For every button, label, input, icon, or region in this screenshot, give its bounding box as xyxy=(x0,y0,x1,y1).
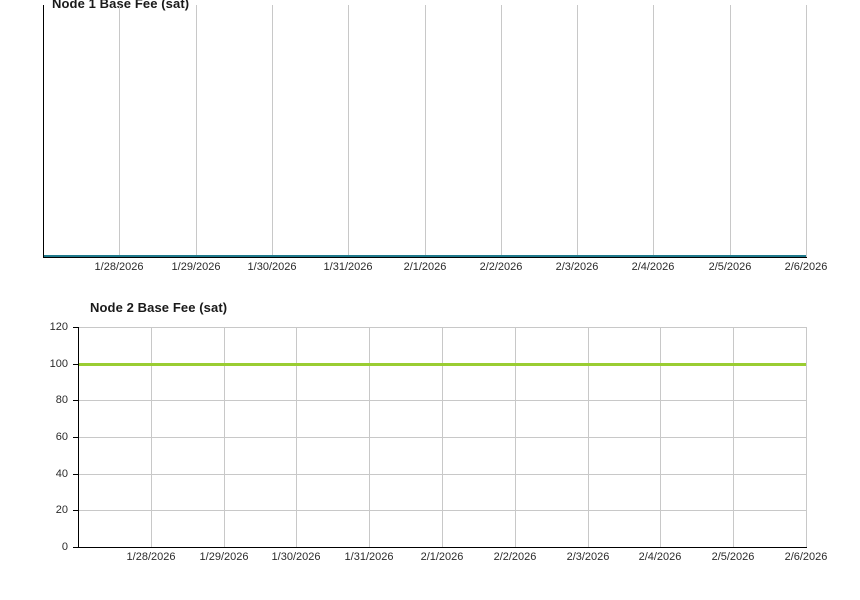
gridline-vertical xyxy=(806,327,807,547)
x-tick-label: 2/4/2026 xyxy=(631,261,675,273)
plot-area-node2 xyxy=(78,327,807,547)
x-tick-label: 2/2/2026 xyxy=(493,551,537,563)
gridline-vertical xyxy=(348,5,349,257)
x-tick-label: 1/29/2026 xyxy=(171,261,221,273)
x-tick-label: 1/31/2026 xyxy=(344,551,394,563)
chart-title-node2: Node 2 Base Fee (sat) xyxy=(90,300,228,315)
x-tick-label: 1/30/2026 xyxy=(247,261,297,273)
plot-area-node1 xyxy=(43,5,807,257)
x-tick-label: 1/28/2026 xyxy=(94,261,144,273)
x-tick-label: 2/6/2026 xyxy=(784,551,828,563)
y-tick-mark xyxy=(73,400,78,401)
y-tick-label: 40 xyxy=(55,468,68,480)
y-tick-mark xyxy=(73,547,78,548)
x-tick-label: 2/3/2026 xyxy=(555,261,599,273)
x-tick-label: 2/1/2026 xyxy=(420,551,464,563)
x-tick-label: 2/3/2026 xyxy=(566,551,610,563)
x-tick-label: 2/2/2026 xyxy=(479,261,523,273)
x-tick-label: 1/30/2026 xyxy=(271,551,321,563)
series-line-node2 xyxy=(78,363,806,366)
series-line-node1 xyxy=(43,255,806,257)
y-tick-mark xyxy=(73,510,78,511)
y-tick-mark xyxy=(73,327,78,328)
gridline-vertical xyxy=(272,5,273,257)
y-tick-label: 60 xyxy=(55,431,68,443)
gridline-horizontal xyxy=(78,474,806,475)
gridline-vertical xyxy=(730,5,731,257)
y-tick-mark xyxy=(73,474,78,475)
gridline-horizontal xyxy=(78,510,806,511)
x-tick-label: 1/31/2026 xyxy=(323,261,373,273)
gridline-vertical xyxy=(806,5,807,257)
x-tick-label: 1/29/2026 xyxy=(199,551,249,563)
gridline-vertical xyxy=(196,5,197,257)
x-tick-label: 2/1/2026 xyxy=(403,261,447,273)
y-tick-label: 20 xyxy=(55,504,68,516)
y-tick-label: 120 xyxy=(49,321,68,333)
y-tick-mark xyxy=(73,437,78,438)
x-tick-label: 2/4/2026 xyxy=(638,551,682,563)
gridline-vertical xyxy=(653,5,654,257)
chart-title-node1: Node 1 Base Fee (sat) xyxy=(52,0,190,11)
gridline-vertical xyxy=(577,5,578,257)
chart-panel-node1: Node 1 Base Fee (sat) 1/28/2026 1/29/2026… xyxy=(0,0,860,290)
x-axis-line-node1 xyxy=(43,257,807,258)
gridline-horizontal xyxy=(78,400,806,401)
y-tick-label: 0 xyxy=(61,541,68,553)
x-tick-label: 2/5/2026 xyxy=(711,551,755,563)
gridline-horizontal xyxy=(78,327,806,328)
y-tick-label: 80 xyxy=(55,394,68,406)
gridline-vertical xyxy=(501,5,502,257)
x-tick-label: 1/28/2026 xyxy=(126,551,176,563)
y-tick-label: 100 xyxy=(49,358,68,370)
gridline-vertical xyxy=(119,5,120,257)
chart-panel-node2: Node 2 Base Fee (sat) 0 20 40 60 80 100 120 1/… xyxy=(0,290,860,600)
y-tick-mark xyxy=(73,364,78,365)
x-axis-line-node2 xyxy=(78,547,807,548)
y-axis-line-node2 xyxy=(78,327,79,548)
y-axis-line-node1 xyxy=(43,5,44,258)
x-tick-label: 2/6/2026 xyxy=(784,261,828,273)
x-tick-label: 2/5/2026 xyxy=(708,261,752,273)
gridline-vertical xyxy=(425,5,426,257)
gridline-horizontal xyxy=(78,437,806,438)
